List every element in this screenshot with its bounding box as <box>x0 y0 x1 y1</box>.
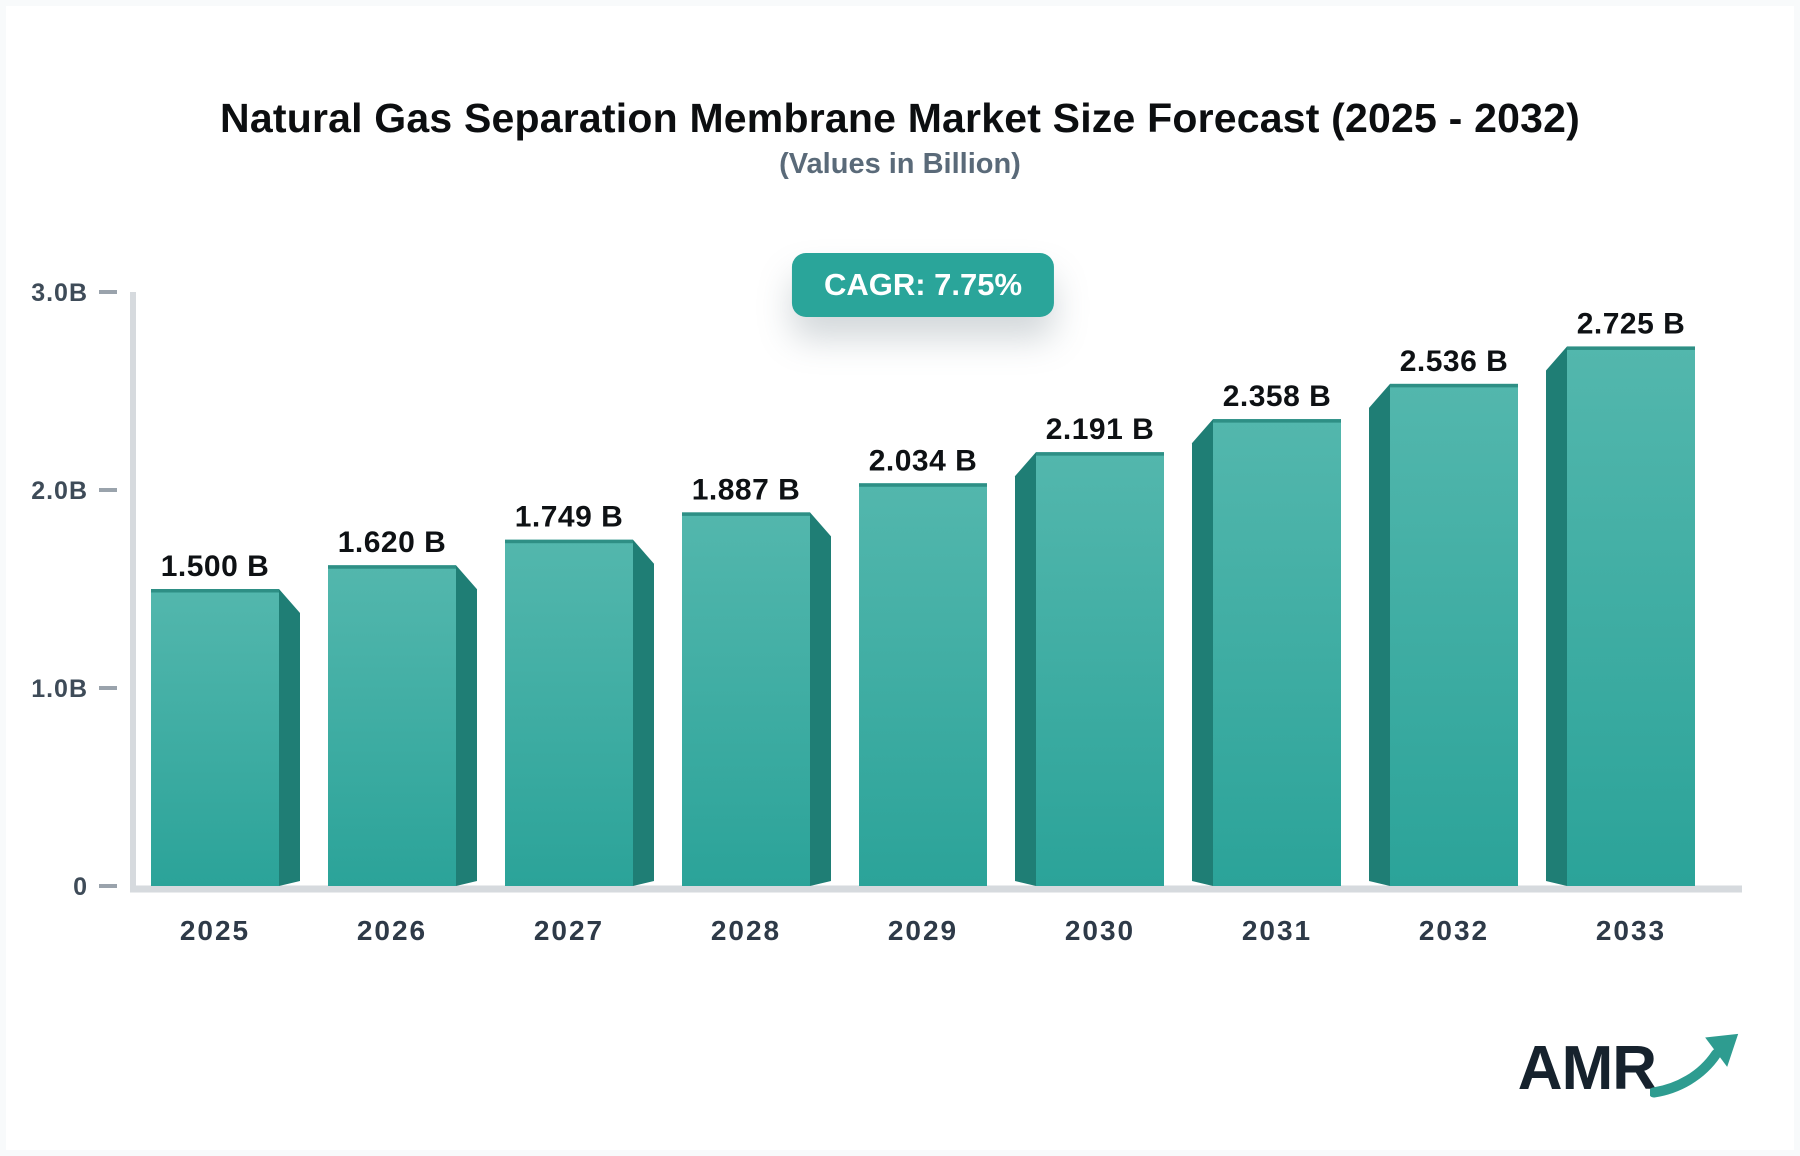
bar-2027: 1.749 B 2027 <box>505 501 654 946</box>
bar-value-label: 2.536 B <box>1400 345 1509 378</box>
svg-text:1.0B: 1.0B <box>31 675 88 703</box>
svg-text:3.0B: 3.0B <box>31 279 88 307</box>
x-axis-label: 2027 <box>534 915 604 946</box>
bar-2033: 2.725 B 2033 <box>1546 307 1695 946</box>
bar-value-label: 2.358 B <box>1223 380 1332 413</box>
brand-logo-text: AMR <box>1517 1034 1657 1103</box>
svg-text:2.0B: 2.0B <box>31 477 88 505</box>
cagr-badge: CAGR: 7.75% <box>791 253 1055 317</box>
bar-value-label: 1.500 B <box>161 550 270 583</box>
bar-value-label: 1.620 B <box>338 526 447 559</box>
chart-title: Natural Gas Separation Membrane Market S… <box>220 95 1580 141</box>
x-axis-label: 2028 <box>711 915 781 946</box>
growth-arrow-icon <box>1650 1033 1739 1098</box>
bar-2030: 2.191 B 2030 <box>1015 413 1164 946</box>
bar-2029: 2.034 B 2029 <box>859 444 987 946</box>
x-axis-label: 2030 <box>1065 915 1135 946</box>
svg-text:0: 0 <box>73 873 88 901</box>
bar-2032: 2.536 B 2032 <box>1369 345 1518 946</box>
brand-logo: AMR <box>1518 1032 1742 1100</box>
bar-2028: 1.887 B 2028 <box>682 473 831 946</box>
x-axis-label: 2029 <box>888 915 958 946</box>
bar-value-label: 1.749 B <box>515 501 624 534</box>
x-axis-label: 2031 <box>1242 915 1312 946</box>
x-axis-label: 2032 <box>1419 915 1489 946</box>
bar-value-label: 2.191 B <box>1046 413 1155 446</box>
x-axis-label: 2025 <box>180 915 250 946</box>
x-axis-label: 2033 <box>1596 915 1666 946</box>
bar-value-label: 2.034 B <box>869 444 978 477</box>
bar-value-label: 1.887 B <box>692 473 801 506</box>
bar-2025: 1.500 B 2025 <box>151 550 300 946</box>
bar-2026: 1.620 B 2026 <box>328 526 477 946</box>
bar-value-label: 2.725 B <box>1577 307 1686 340</box>
x-axis-label: 2026 <box>357 915 427 946</box>
bar-2031: 2.358 B 2031 <box>1192 380 1341 946</box>
chart-subtitle: (Values in Billion) <box>779 148 1021 180</box>
